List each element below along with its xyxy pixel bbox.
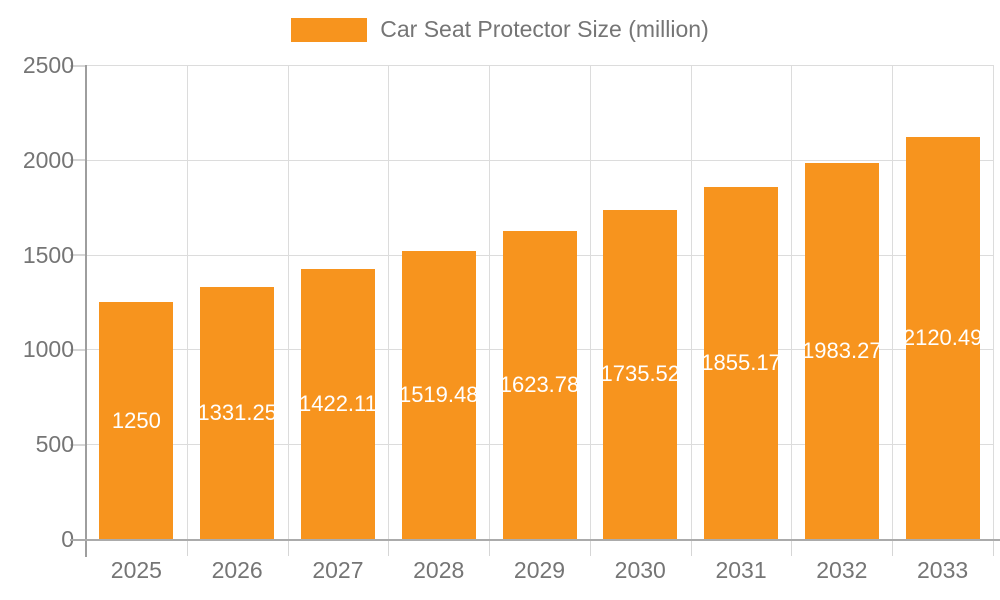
bar-value-label: 2120.49 [905, 324, 980, 350]
bar-value-label: 1983.27 [804, 337, 879, 363]
x-axis-tick-label: 2025 [110, 557, 162, 583]
bar-value-label: 1623.78 [502, 372, 577, 398]
x-axis-tick-label: 2029 [513, 557, 566, 583]
y-axis-tick-label: 1500 [22, 241, 74, 268]
x-axis-tick-label: 2026 [211, 557, 263, 583]
bar: 2120.49 [905, 136, 980, 539]
bar-value-label: 1735.52 [603, 361, 678, 387]
gridline-vertical [287, 65, 289, 539]
y-axis-line [85, 65, 87, 557]
bar: 1331.25 [200, 286, 275, 539]
gridline-vertical [489, 65, 491, 539]
bar: 1983.27 [804, 162, 879, 539]
bar: 1623.78 [502, 231, 577, 539]
y-axis-tick-label: 2000 [22, 146, 74, 173]
x-axis-tick [287, 540, 289, 556]
y-axis-tick [70, 443, 86, 446]
bar-value-label: 1422.11 [300, 391, 375, 417]
bar-value-label: 1331.25 [200, 399, 275, 425]
legend-swatch-icon [291, 17, 368, 42]
x-axis-tick-label: 2030 [614, 557, 666, 583]
legend-item[interactable]: Car Seat Protector Size (million) [291, 16, 709, 43]
gridline-vertical [993, 65, 994, 539]
x-axis-tick-label: 2028 [413, 557, 465, 583]
bar: 1250 [99, 302, 174, 539]
bar-value-label: 1855.17 [704, 350, 779, 376]
bar-value-label: 1519.48 [401, 381, 476, 407]
x-axis-tick-label: 2031 [715, 557, 767, 583]
gridline-vertical [388, 65, 390, 539]
x-axis-tick [791, 540, 793, 556]
legend-label: Car Seat Protector Size (million) [380, 16, 709, 42]
y-axis-tick-label: 1000 [22, 336, 74, 363]
legend: Car Seat Protector Size (million) [0, 16, 1000, 43]
x-axis-tick [892, 540, 894, 556]
x-axis-tick-label: 2027 [312, 557, 364, 583]
x-axis-tick [388, 540, 390, 556]
gridline-horizontal [86, 159, 993, 161]
gridline-vertical [791, 65, 793, 539]
x-axis-tick [589, 540, 591, 556]
bar: 1519.48 [401, 250, 476, 539]
x-axis-tick [993, 540, 994, 556]
x-axis-tick [690, 540, 692, 556]
bar: 1735.52 [603, 209, 678, 539]
y-axis-tick [70, 254, 86, 257]
gridline-vertical [690, 65, 692, 539]
bar: 1422.11 [300, 269, 375, 539]
y-axis-tick-label: 0 [61, 526, 74, 552]
gridline-horizontal [86, 65, 993, 66]
bar-value-label: 1250 [111, 407, 161, 433]
x-axis-line [70, 539, 1000, 541]
x-axis-tick [489, 540, 491, 556]
x-axis-tick [186, 540, 188, 556]
x-axis-tick-label: 2032 [816, 557, 868, 583]
y-axis-tick [70, 159, 86, 162]
y-axis-tick-label: 500 [35, 431, 74, 458]
bar: 1855.17 [704, 187, 779, 539]
y-axis-tick [70, 348, 86, 351]
gridline-vertical [186, 65, 188, 539]
y-axis-tick-label: 2500 [22, 52, 74, 78]
x-axis-tick-label: 2033 [917, 557, 969, 583]
gridline-vertical [892, 65, 894, 539]
gridline-vertical [589, 65, 591, 539]
y-axis-tick [70, 64, 86, 67]
